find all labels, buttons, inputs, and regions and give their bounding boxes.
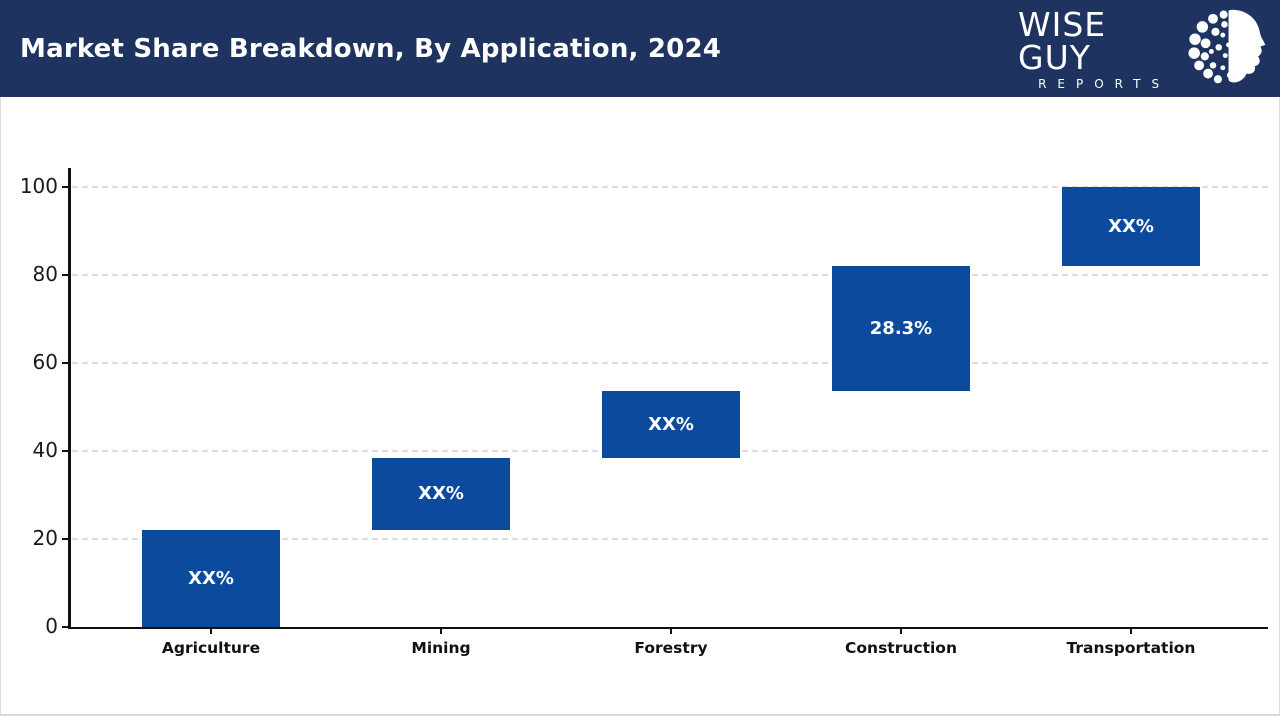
y-tick-mark: [62, 186, 70, 188]
y-tick-mark: [62, 274, 70, 276]
bar-value-label: 28.3%: [869, 317, 933, 339]
bar-construction: 28.3%: [832, 266, 970, 391]
bar-value-label: XX%: [418, 483, 464, 505]
x-category-label: Mining: [411, 639, 471, 657]
y-tick-label: 100: [19, 174, 58, 198]
y-tick-label: 40: [32, 438, 58, 462]
y-gridline: [72, 274, 1268, 276]
x-tick-mark: [900, 627, 902, 634]
header: Market Share Breakdown, By Application, …: [0, 0, 1280, 97]
x-tick-mark: [440, 627, 442, 634]
y-gridline: [72, 538, 1268, 540]
y-tick-label: 80: [32, 262, 58, 286]
y-tick-label: 60: [32, 350, 58, 374]
x-tick-mark: [1130, 627, 1132, 634]
y-tick-mark: [62, 538, 70, 540]
x-category-label: Forestry: [634, 639, 708, 657]
bar-forestry: XX%: [602, 390, 740, 458]
y-tick-mark: [62, 626, 70, 628]
y-tick-label: 20: [32, 526, 58, 550]
y-gridline: [72, 362, 1268, 364]
x-axis-line: [68, 626, 1268, 629]
x-category-label: Agriculture: [161, 639, 261, 657]
bottom-border: [0, 714, 1280, 716]
logo-wordmark: WISE GUY: [1018, 5, 1107, 77]
x-category-label: Construction: [845, 639, 957, 657]
y-gridline: [72, 186, 1268, 188]
bar-transportation: XX%: [1062, 187, 1200, 267]
x-tick-mark: [210, 627, 212, 634]
bar-agriculture: XX%: [142, 530, 280, 627]
y-axis-line: [68, 168, 71, 629]
y-tick-label: 0: [45, 614, 58, 638]
bar-value-label: XX%: [648, 413, 694, 435]
brand-logo-text: WISE GUY REPORTS: [1018, 8, 1182, 90]
logo-head-icon: [1188, 9, 1266, 84]
y-tick-mark: [62, 450, 70, 452]
brand-logo: WISE GUY REPORTS: [1018, 4, 1268, 94]
y-tick-mark: [62, 362, 70, 364]
chart-title: Market Share Breakdown, By Application, …: [20, 33, 722, 64]
x-category-label: Transportation: [1066, 639, 1196, 657]
logo-subtext: REPORTS: [1038, 77, 1171, 91]
bar-value-label: XX%: [1108, 216, 1154, 238]
x-tick-mark: [670, 627, 672, 634]
bar-mining: XX%: [372, 457, 510, 531]
bar-value-label: XX%: [188, 568, 234, 590]
